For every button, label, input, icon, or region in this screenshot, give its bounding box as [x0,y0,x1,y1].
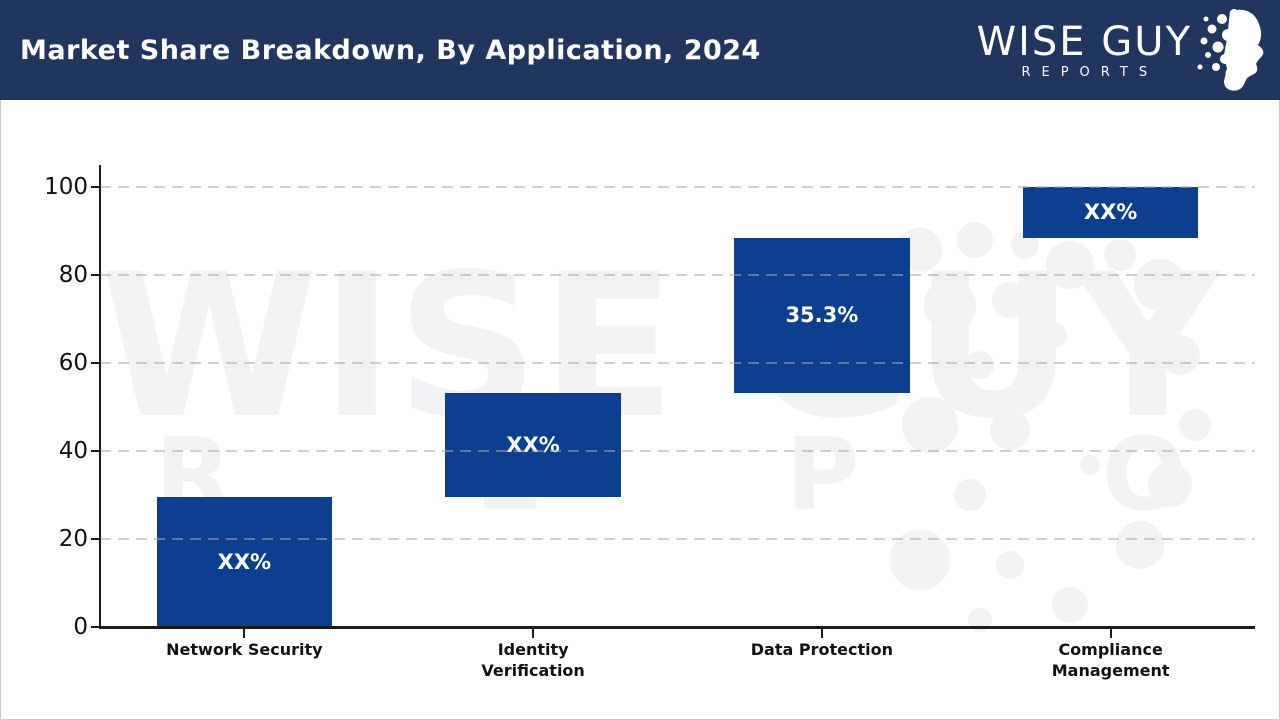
y-tick-mark [91,186,99,188]
y-tick-mark [91,450,99,452]
bar-value-label: XX% [217,550,272,575]
y-tick-label: 60 [58,350,88,376]
category-label: Identity Verification [481,640,585,680]
watermark-wordmark: WISE GUY [100,231,1222,462]
gridline [100,538,1255,540]
y-tick-label: 80 [58,262,88,288]
plot-area: XX% XX% 35.3% XX% [100,165,1255,627]
gridline [100,362,1255,364]
y-tick-mark [91,362,99,364]
y-tick-label: 100 [44,174,88,200]
logo-wordmark: WISE GUY REPORTS [977,22,1192,79]
gridline [100,274,1255,276]
y-tick-label: 20 [58,526,88,552]
x-tick-mark [532,629,535,638]
bar-segment: XX% [156,497,333,627]
y-tick-label: 40 [58,438,88,464]
bar-value-label: XX% [1083,200,1138,225]
x-axis-spine [99,626,1255,629]
logo-wordmark-main: WISE GUY [976,18,1192,65]
category-label: Compliance Management [1051,640,1170,680]
gridline [100,450,1255,452]
bar-segment: 35.3% [734,237,910,393]
y-tick-label: 0 [73,614,88,640]
category-label: Network Security [166,640,323,659]
logo-face-icon [1197,9,1264,91]
header: Market Share Breakdown, By Application, … [0,0,1280,100]
brand-logo: WISE GUY REPORTS [977,0,1268,100]
bar-value-label: XX% [506,433,560,458]
y-axis-spine [99,165,101,629]
watermark-face-dots [860,222,1211,632]
bar-value-label: 35.3% [785,303,859,328]
category-label: Data Protection [750,640,893,659]
x-tick-mark [1109,629,1112,638]
gridline [100,186,1255,188]
y-tick-mark [91,626,99,628]
x-tick-mark [243,629,246,638]
x-tick-mark [820,629,823,638]
bar-segment: XX% [445,392,621,498]
page-title: Market Share Breakdown, By Application, … [20,34,761,66]
y-tick-mark [91,274,99,276]
bar-segment: XX% [1022,187,1199,238]
logo-wordmark-sub: REPORTS [1021,64,1159,80]
y-tick-mark [91,538,99,540]
